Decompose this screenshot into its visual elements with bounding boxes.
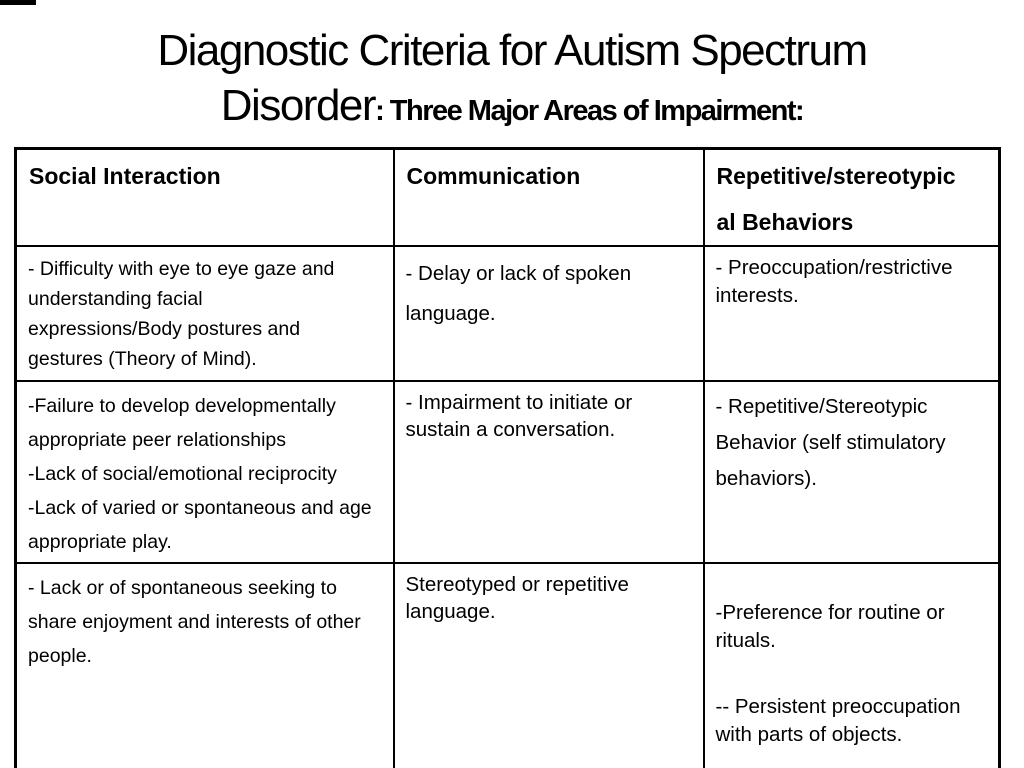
criteria-table: Social Interaction Communication Repetit… <box>14 147 1001 768</box>
repetitive-row3-paragraph1: -Preference for routine or rituals. <box>715 601 945 652</box>
cell-communication-row1: - Delay or lack of spoken language. <box>392 245 705 382</box>
table-row: - Lack or of spontaneous seeking to shar… <box>14 562 1001 768</box>
cell-repetitive-row1: - Preoccupation/restrictive interests. <box>702 245 1001 382</box>
slide-title: Diagnostic Criteria for Autism Spectrum … <box>0 23 1024 143</box>
cell-repetitive-row2: - Repetitive/Stereotypic Behavior (self … <box>702 380 1001 564</box>
title-line2: Disorder: Three Major Areas of Impairmen… <box>0 78 1024 143</box>
cell-social-row1: - Difficulty with eye to eye gaze and un… <box>14 245 395 382</box>
table-row: -Failure to develop developmentally appr… <box>14 380 1001 564</box>
cell-communication-row2: - Impairment to initiate or sustain a co… <box>392 380 705 564</box>
table-row: - Difficulty with eye to eye gaze and un… <box>14 245 1001 382</box>
cell-social-row3: - Lack or of spontaneous seeking to shar… <box>14 562 395 768</box>
cell-repetitive-row3: -Preference for routine or rituals. -- P… <box>702 562 1001 768</box>
corner-artifact-mark <box>0 0 36 5</box>
header-row: Social Interaction Communication Repetit… <box>14 147 1001 247</box>
title-line2-main: Disorder <box>220 81 377 130</box>
header-communication: Communication <box>392 147 705 247</box>
header-social-interaction: Social Interaction <box>14 147 395 247</box>
title-line1: Diagnostic Criteria for Autism Spectrum <box>157 26 868 75</box>
cell-social-row2: -Failure to develop developmentally appr… <box>14 380 395 564</box>
repetitive-row3-paragraph2: -- Persistent preoccupation with parts o… <box>715 695 961 746</box>
title-line2-subtitle: : Three Major Areas of Impairment: <box>375 95 805 127</box>
header-repetitive-behaviors: Repetitive/stereotypic al Behaviors <box>702 147 1001 247</box>
cell-communication-row3: Stereotyped or repetitive language. <box>392 562 705 768</box>
